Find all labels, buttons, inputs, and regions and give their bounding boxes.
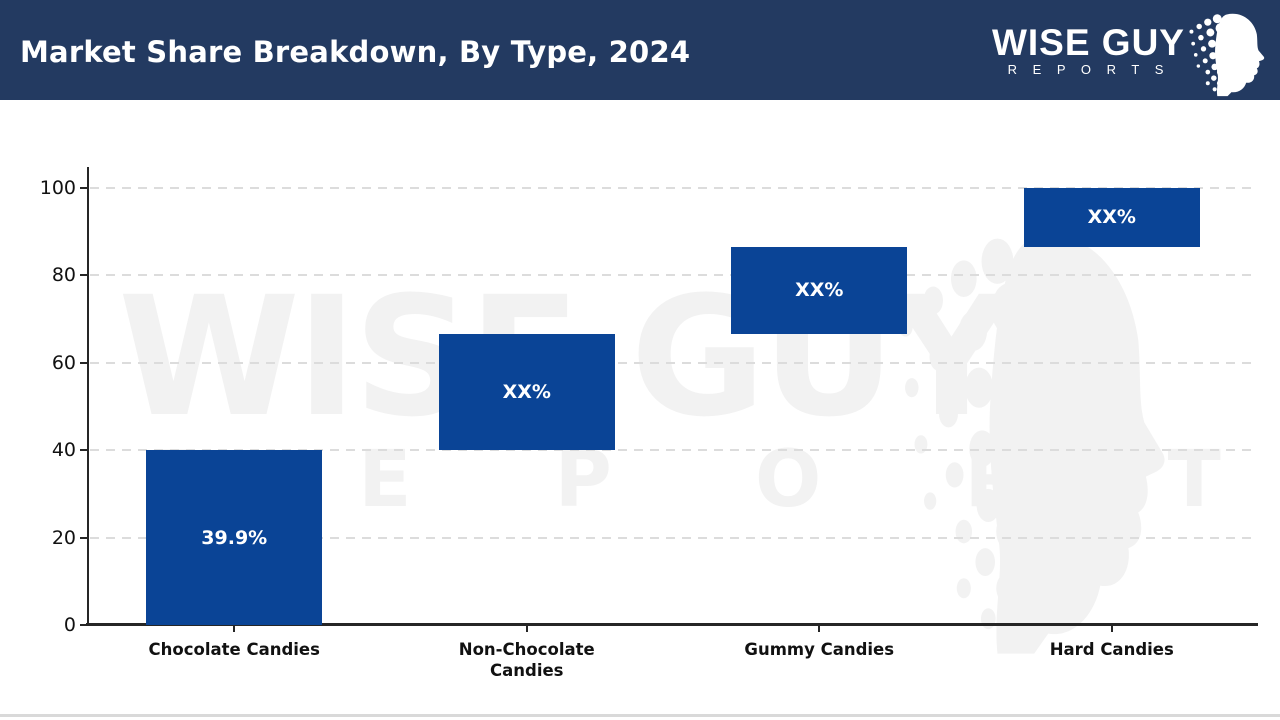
y-tick-label-20: 20 — [51, 526, 76, 549]
bar-value-label-gummy-candies: XX% — [795, 279, 844, 302]
bar-hard-candies: XX% — [1023, 187, 1200, 247]
footer-divider — [0, 714, 1280, 717]
logo-subtitle: R E P O R T S — [1007, 62, 1170, 77]
x-tick-label-gummy-candies: Gummy Candies — [744, 640, 895, 659]
y-tick-mark-100 — [80, 186, 87, 189]
x-tick-mark-gummy-candies — [818, 626, 821, 632]
y-tick-label-100: 100 — [39, 176, 76, 199]
bar-value-label-chocolate-candies: 39.9% — [201, 526, 268, 549]
bar-value-label-hard-candies: XX% — [1087, 206, 1136, 229]
y-tick-label-60: 60 — [51, 351, 76, 374]
y-tick-mark-80 — [80, 274, 87, 276]
bar-non-chocolate-candies: XX% — [438, 333, 615, 451]
x-tick-label-chocolate-candies: Chocolate Candies — [148, 640, 320, 659]
x-tick-mark-non-chocolate-candies — [525, 626, 528, 632]
y-tick-label-80: 80 — [51, 264, 76, 286]
gridline-80 — [90, 274, 1256, 276]
gridline-100 — [90, 186, 1256, 189]
y-tick-mark-60 — [80, 361, 87, 364]
x-tick-mark-chocolate-candies — [233, 626, 236, 632]
y-tick-mark-0 — [80, 624, 87, 626]
wise-guy-logo: WISE GUY R E P O R T S — [992, 6, 1270, 97]
x-tick-mark-hard-candies — [1110, 626, 1113, 632]
x-tick-label-non-chocolate-candies: Non-Chocolate Candies — [458, 640, 595, 680]
gridline-60 — [90, 361, 1256, 364]
logo-text: WISE GUY R E P O R T S — [992, 24, 1185, 78]
bar-value-label-non-chocolate-candies: XX% — [502, 381, 551, 404]
logo-wordmark: WISE GUY — [991, 22, 1185, 63]
y-tick-label-0: 0 — [63, 614, 76, 636]
y-tick-mark-40 — [80, 449, 87, 451]
y-axis-line — [87, 167, 89, 625]
x-axis-line — [86, 623, 1258, 626]
bar-gummy-candies: XX% — [731, 246, 908, 334]
y-tick-mark-20 — [80, 536, 87, 539]
header: Market Share Breakdown, By Type, 2024 WI… — [0, 0, 1280, 100]
gridline-20 — [90, 536, 1256, 539]
gridline-40 — [90, 449, 1256, 451]
page-title: Market Share Breakdown, By Type, 2024 — [20, 35, 691, 69]
bar-chocolate-candies: 39.9% — [146, 450, 323, 625]
y-tick-label-40: 40 — [51, 439, 76, 461]
x-tick-label-hard-candies: Hard Candies — [1049, 640, 1174, 659]
